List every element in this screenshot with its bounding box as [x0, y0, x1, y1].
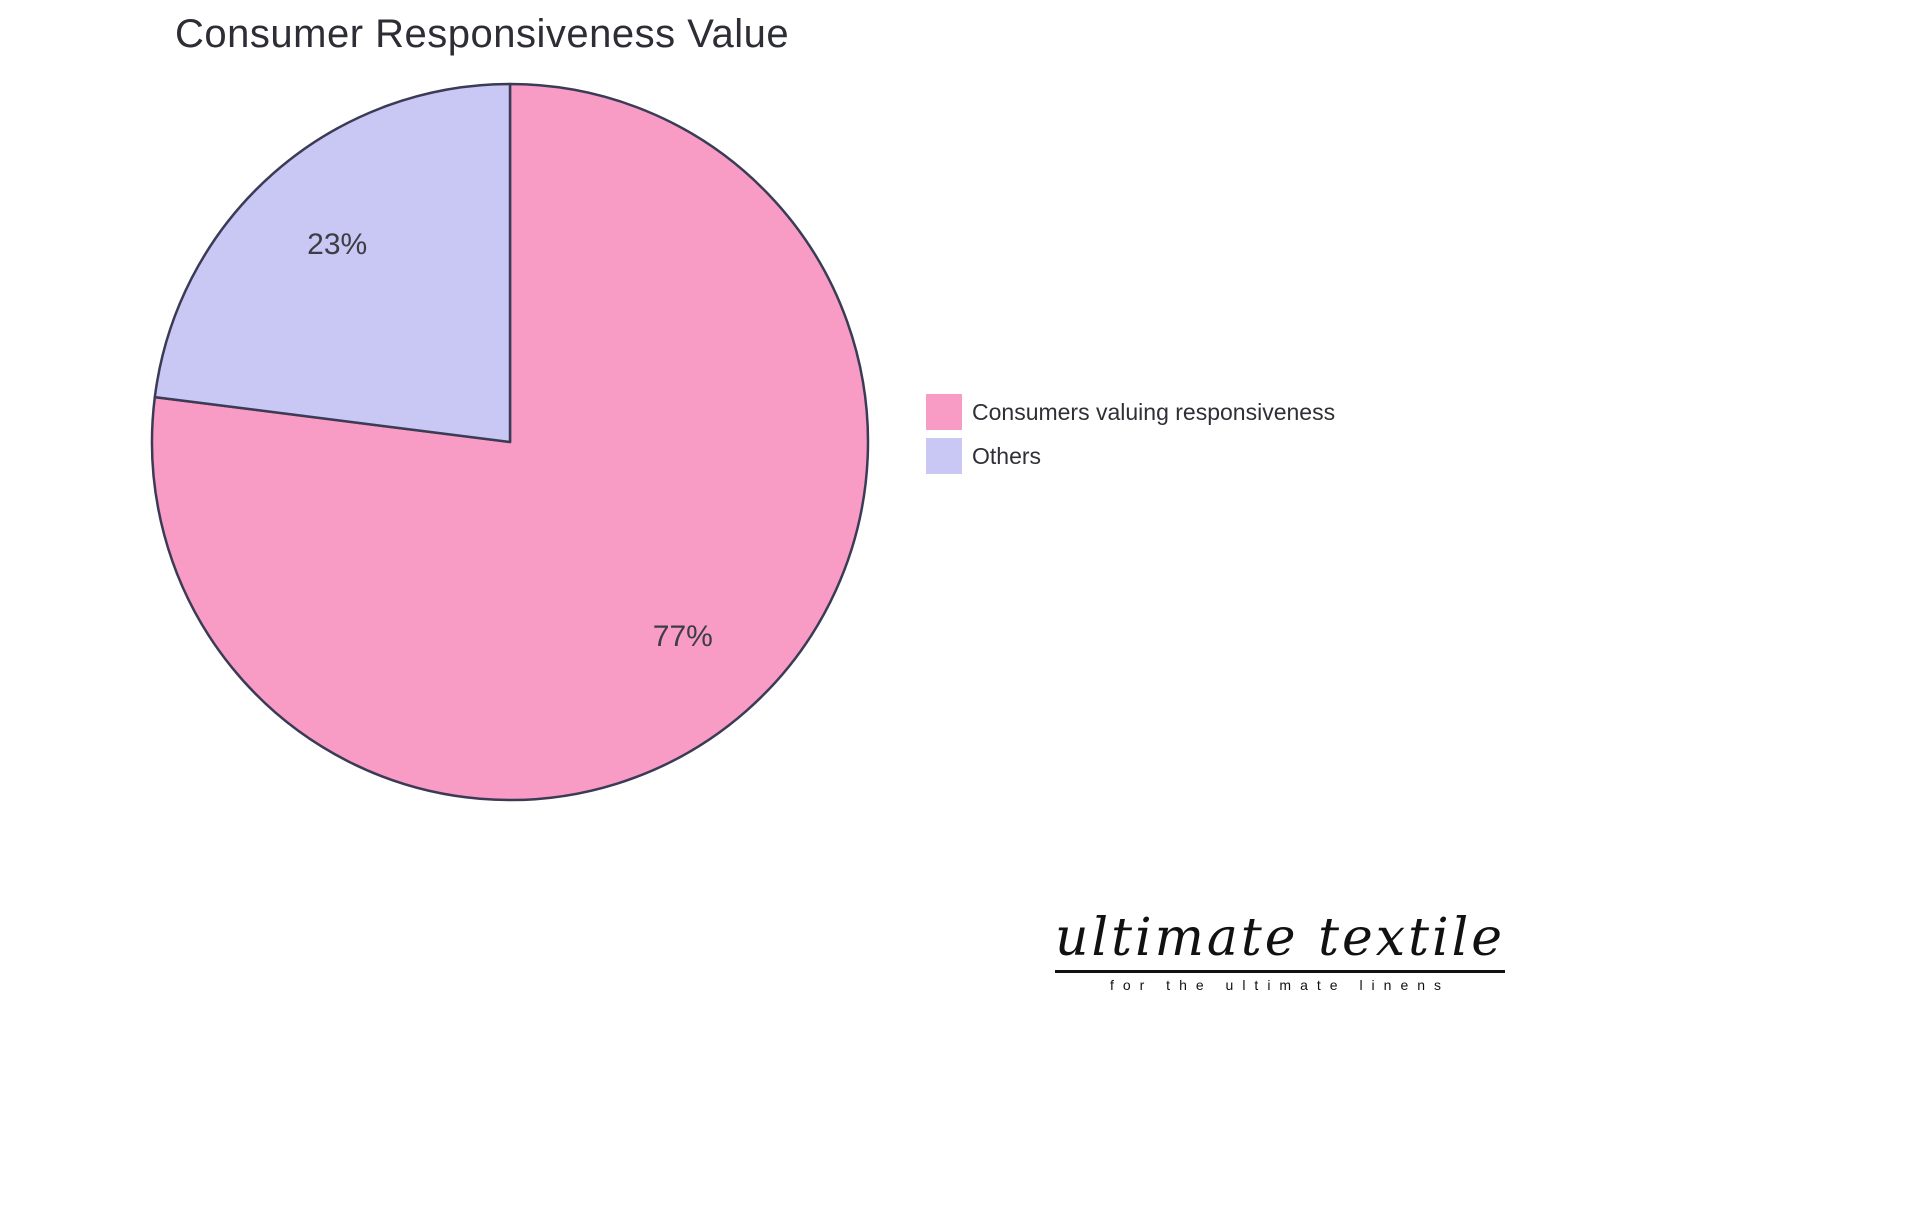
- watermark-brand-text: ultimate textile: [1054, 908, 1506, 973]
- pie-slice-label-consumers: 77%: [653, 620, 713, 653]
- legend-label-consumers: Consumers valuing responsiveness: [972, 398, 1336, 425]
- watermark-tagline-text: for the ultimate linens: [1109, 977, 1451, 993]
- pie-slice-consumers: [150, 82, 870, 802]
- pie-svg: 77% 23%: [150, 82, 870, 802]
- legend-swatch-consumers: [926, 394, 962, 430]
- pie-slice-label-others: 23%: [307, 228, 367, 261]
- pie-chart: 77% 23%: [140, 70, 880, 810]
- legend-item-others: Others: [926, 438, 1335, 474]
- legend-item-consumers: Consumers valuing responsiveness: [926, 394, 1335, 430]
- pie-slice-others: [153, 82, 512, 444]
- legend-swatch-others: [926, 438, 962, 474]
- legend-label-others: Others: [972, 442, 1042, 469]
- watermark-logo: ultimate textile for the ultimate linens: [1050, 908, 1510, 993]
- chart-title: Consumer Responsiveness Value: [175, 12, 790, 56]
- legend: Consumers valuing responsiveness Others: [926, 394, 1335, 474]
